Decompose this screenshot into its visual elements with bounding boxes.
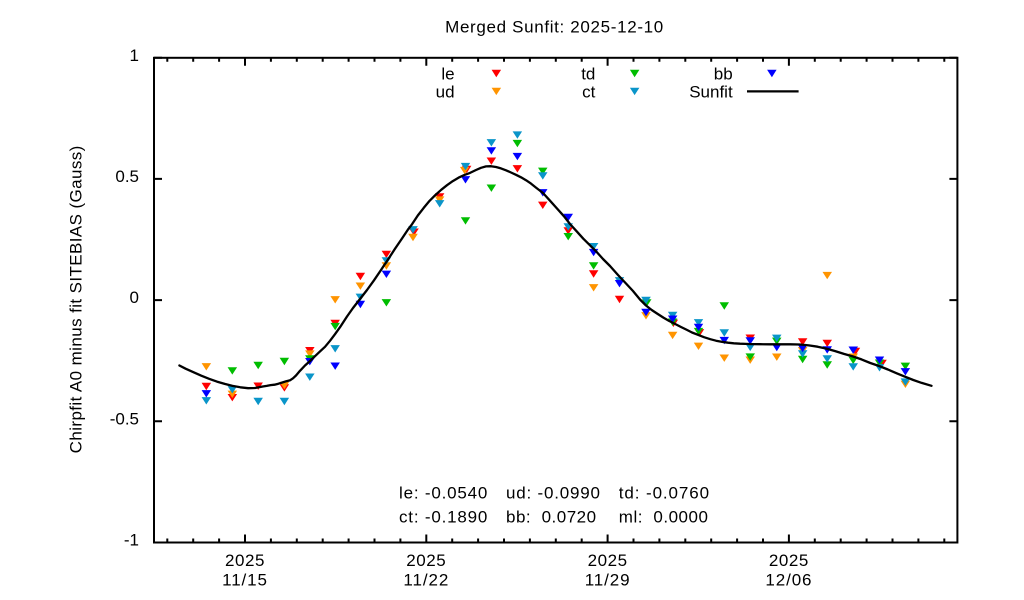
svg-text:11/29: 11/29 (585, 571, 631, 590)
svg-text:2025: 2025 (225, 551, 265, 570)
svg-text:2025: 2025 (406, 551, 446, 570)
svg-text:11/22: 11/22 (403, 571, 449, 590)
svg-text:bb: bb (714, 65, 733, 84)
svg-text:td: -0.0760: td: -0.0760 (619, 484, 710, 503)
svg-text:ml: 0.0000: ml: 0.0000 (619, 508, 709, 527)
svg-text:le: -0.0540: le: -0.0540 (399, 484, 488, 503)
svg-text:0: 0 (130, 288, 139, 307)
svg-text:-1: -1 (124, 531, 139, 550)
svg-text:ct: -0.1890: ct: -0.1890 (399, 508, 488, 527)
svg-text:Sunfit: Sunfit (689, 82, 733, 101)
svg-text:11/15: 11/15 (222, 571, 268, 590)
svg-text:12/06: 12/06 (765, 571, 812, 590)
svg-text:0.5: 0.5 (115, 167, 139, 186)
svg-text:-0.5: -0.5 (110, 409, 139, 428)
svg-text:td: td (581, 65, 595, 84)
svg-text:2025: 2025 (769, 551, 809, 570)
svg-text:ud: ud (436, 82, 455, 101)
svg-text:ct: ct (582, 82, 596, 101)
svg-text:ud: -0.0990: ud: -0.0990 (506, 484, 601, 503)
svg-text:Merged Sunfit: 2025-12-10: Merged Sunfit: 2025-12-10 (445, 17, 664, 36)
svg-text:2025: 2025 (588, 551, 628, 570)
svg-text:1: 1 (130, 46, 139, 65)
svg-text:Chirpfit A0 minus fit SITEBIAS: Chirpfit A0 minus fit SITEBIAS (Gauss) (66, 145, 85, 453)
svg-text:bb: 0.0720: bb: 0.0720 (506, 508, 597, 527)
svg-text:le: le (441, 65, 454, 84)
